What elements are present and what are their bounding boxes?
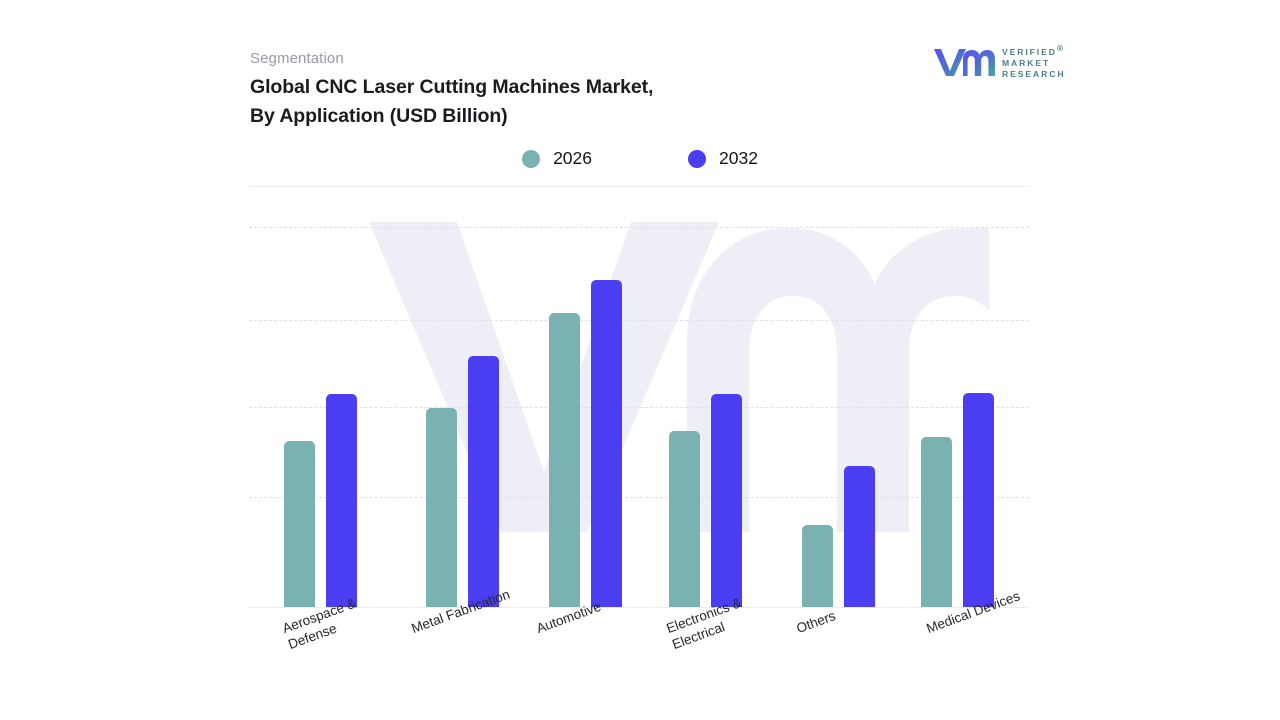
bar-group [669,227,742,607]
page-title-line-2: By Application (USD Billion) [250,105,508,127]
bar-2026[interactable] [921,436,952,607]
circle-swatch-icon [688,149,706,168]
x-axis-line [249,607,1029,608]
legend-divider [249,186,1029,187]
x-axis-label: Others [794,608,838,637]
bar-group [549,227,622,607]
gridline [249,227,1029,228]
bar-group [802,227,875,607]
bar-group [426,227,499,607]
gridline [249,407,1029,408]
bar-2026[interactable] [549,313,580,607]
circle-swatch-icon [522,149,541,168]
segmentation-label: Segmentation [250,50,344,67]
bar-2032[interactable] [326,394,357,607]
gridline [249,497,1029,498]
bar-2026[interactable] [284,440,315,607]
vm-logo-mark-icon [934,48,995,76]
gridline [249,320,1029,321]
legend-label: 2032 [719,148,758,168]
brand-logo: VERIFIED® MARKET RESEARCH [933,43,1066,79]
brand-line-2: MARKET [1002,57,1051,68]
legend-item-2026[interactable]: 2026 [522,148,592,169]
plot-area [249,222,1029,608]
chart-legend: 2026 2032 [250,148,1030,169]
bar-2026[interactable] [426,408,457,607]
bar-group [284,227,357,607]
bar-groups [249,227,1029,607]
x-axis-labels: Aerospace & Defense Metal Fabrication Auto… [249,587,1029,707]
bar-2026[interactable] [802,525,833,607]
registered-mark-icon: ® [1056,43,1066,53]
bar-2032[interactable] [468,356,499,607]
bar-2032[interactable] [963,393,994,607]
legend-label: 2026 [553,148,592,168]
bar-2026[interactable] [669,431,700,607]
page-title: Global CNC Laser Cutting Machines Market… [250,73,653,131]
legend-item-2032[interactable]: 2032 [688,148,758,169]
bar-group [921,227,994,607]
bar-2032[interactable] [711,394,742,607]
bar-2032[interactable] [591,280,622,607]
brand-line-3: RESEARCH [1002,68,1066,79]
bar-2032[interactable] [844,466,875,607]
page-title-line-1: Global CNC Laser Cutting Machines Market… [250,76,654,98]
brand-line-1: VERIFIED® [1002,43,1066,57]
brand-logo-text: VERIFIED® MARKET RESEARCH [1002,43,1066,79]
